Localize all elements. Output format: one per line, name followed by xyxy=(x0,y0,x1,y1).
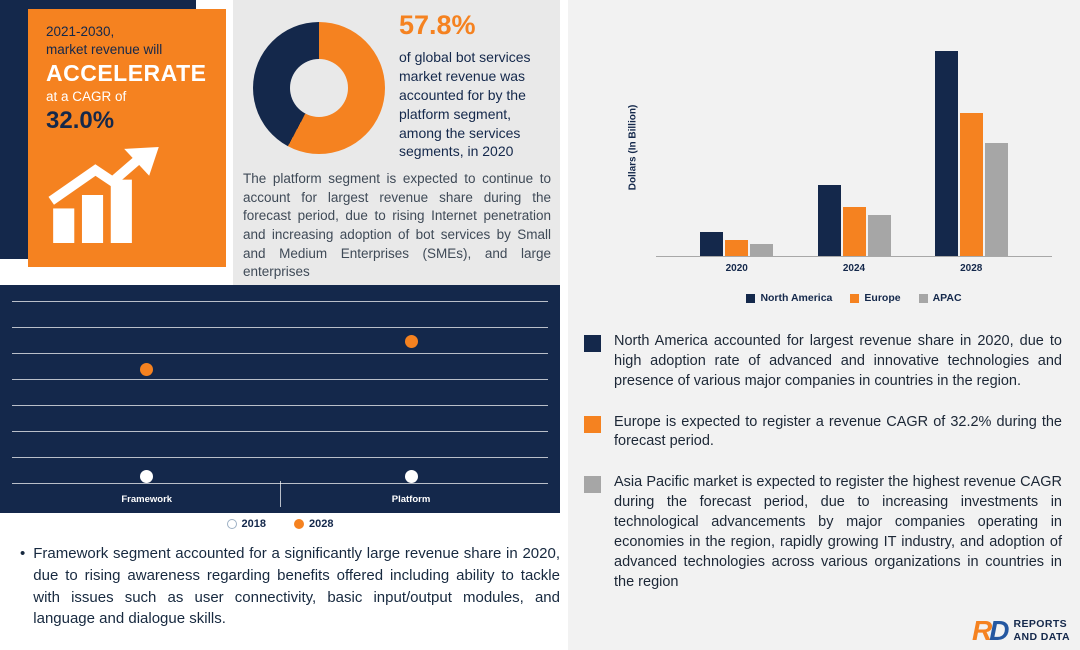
bar-chart-x-labels: 2020 2024 2028 xyxy=(656,263,1052,274)
promo-accelerate: ACCELERATE xyxy=(46,60,207,87)
grid-line xyxy=(12,301,548,302)
bar-chart-legend: North America Europe APAC xyxy=(656,292,1052,304)
bar-group-2024 xyxy=(817,42,891,256)
grid-line xyxy=(12,353,548,354)
region-bullet-0: North America accounted for largest reve… xyxy=(584,332,1062,392)
grid-line xyxy=(12,457,548,458)
bar-chart: Dollars (In Billion) 2020 2024 2028 North … xyxy=(620,42,1052,304)
promo-cagr-value: 32.0% xyxy=(46,106,115,134)
donut-chart xyxy=(253,22,385,154)
legend-label: 2028 xyxy=(309,518,334,530)
legend-dot-icon xyxy=(226,519,237,529)
bar-north-america-2024 xyxy=(817,185,841,256)
promo-line1: 2021-2030, xyxy=(46,24,115,39)
bar-europe-2020 xyxy=(725,239,749,256)
logo-mark: RD xyxy=(972,615,1010,646)
bar-chart-x-label-2028: 2028 xyxy=(960,263,983,274)
legend-square-icon xyxy=(746,293,756,303)
bar-group-2020 xyxy=(700,42,774,256)
bar-legend-item-north-america: North America xyxy=(746,292,832,304)
bar-north-america-2028 xyxy=(934,50,958,256)
legend-label: 2018 xyxy=(241,518,266,530)
logo-line1: REPORTS xyxy=(1013,617,1068,630)
dot-2018-platform xyxy=(404,469,418,483)
stat-value: 57.8% xyxy=(399,10,476,40)
dot-2028-platform xyxy=(404,335,418,349)
legend-label: Europe xyxy=(864,292,901,304)
stat-text-block: 57.8% of global bot services market reve… xyxy=(399,10,555,161)
logo-text: REPORTS AND DATA xyxy=(1014,618,1070,644)
grid-line xyxy=(12,379,548,380)
dot-2028-framework xyxy=(140,362,154,376)
dot-legend-item-2028: 2028 xyxy=(294,518,333,530)
dot-plot-category-framework: Framework xyxy=(121,494,173,505)
region-bullet-text: Asia Pacific market is expected to regis… xyxy=(614,474,1062,590)
bar-apac-2020 xyxy=(750,244,774,256)
bar-legend-item-europe: Europe xyxy=(850,292,901,304)
bar-chart-x-label-2020: 2020 xyxy=(725,263,748,274)
growth-chart-icon xyxy=(48,146,159,243)
bar-legend-item-apac: APAC xyxy=(918,292,962,304)
grid-line xyxy=(12,405,548,406)
dot-legend-item-2018: 2018 xyxy=(226,518,266,530)
framework-bullet-text: Framework segment accounted for a signif… xyxy=(33,545,560,628)
region-bullet-1: Europe is expected to register a revenue… xyxy=(584,413,1062,453)
framework-bullet: • Framework segment accounted for a sign… xyxy=(20,543,560,630)
bar-apac-2028 xyxy=(984,142,1008,256)
region-bullets: North America accounted for largest reve… xyxy=(584,332,1062,613)
promo-line3: at a CAGR of xyxy=(46,89,127,105)
dot-plot-category-platform: Platform xyxy=(391,494,431,505)
region-bullet-2: Asia Pacific market is expected to regis… xyxy=(584,473,1062,592)
bullet-square-icon xyxy=(584,476,601,494)
bar-europe-2028 xyxy=(959,112,983,256)
right-column: Dollars (In Billion) 2020 2024 2028 North … xyxy=(568,0,1080,650)
bar-chart-x-label-2024: 2024 xyxy=(842,263,866,274)
platform-paragraph: The platform segment is expected to cont… xyxy=(243,171,551,280)
stat-description: of global bot services market revenue wa… xyxy=(399,49,531,160)
legend-dot-icon xyxy=(294,519,304,529)
bar-chart-y-axis-label: Dollars (In Billion) xyxy=(627,104,639,191)
dot-plot-legend: 2018 2028 xyxy=(0,518,560,530)
grid-line xyxy=(12,431,548,432)
bar-apac-2024 xyxy=(867,215,891,256)
legend-label: APAC xyxy=(932,292,962,304)
region-bullet-text: North America accounted for largest reve… xyxy=(614,333,1062,389)
platform-stat-section: 57.8% of global bot services market reve… xyxy=(233,0,560,285)
bar-europe-2024 xyxy=(842,206,866,256)
bar-chart-plot xyxy=(656,42,1052,257)
bullet-square-icon xyxy=(584,415,601,433)
legend-label: North America xyxy=(760,292,833,304)
dot-2018-framework xyxy=(140,469,154,483)
legend-square-icon xyxy=(850,293,860,303)
promo-line2: market revenue will xyxy=(46,41,163,57)
reports-and-data-logo: RD REPORTS AND DATA xyxy=(972,617,1070,645)
dot-plot-axis-tick xyxy=(280,481,281,507)
legend-square-icon xyxy=(918,293,928,303)
bullet-marker: • xyxy=(20,545,26,562)
bar-group-2028 xyxy=(934,42,1008,256)
grid-line xyxy=(12,327,548,328)
region-bullet-text: Europe is expected to register a revenue… xyxy=(614,413,1062,450)
grid-line xyxy=(12,483,548,484)
promo-box: 2021-2030, market revenue will ACCELERAT… xyxy=(28,9,226,267)
dot-plot: Framework Platform xyxy=(0,285,560,513)
logo-line2: AND DATA xyxy=(1013,631,1070,643)
bar-north-america-2020 xyxy=(700,232,724,256)
bullet-square-icon xyxy=(584,335,601,352)
